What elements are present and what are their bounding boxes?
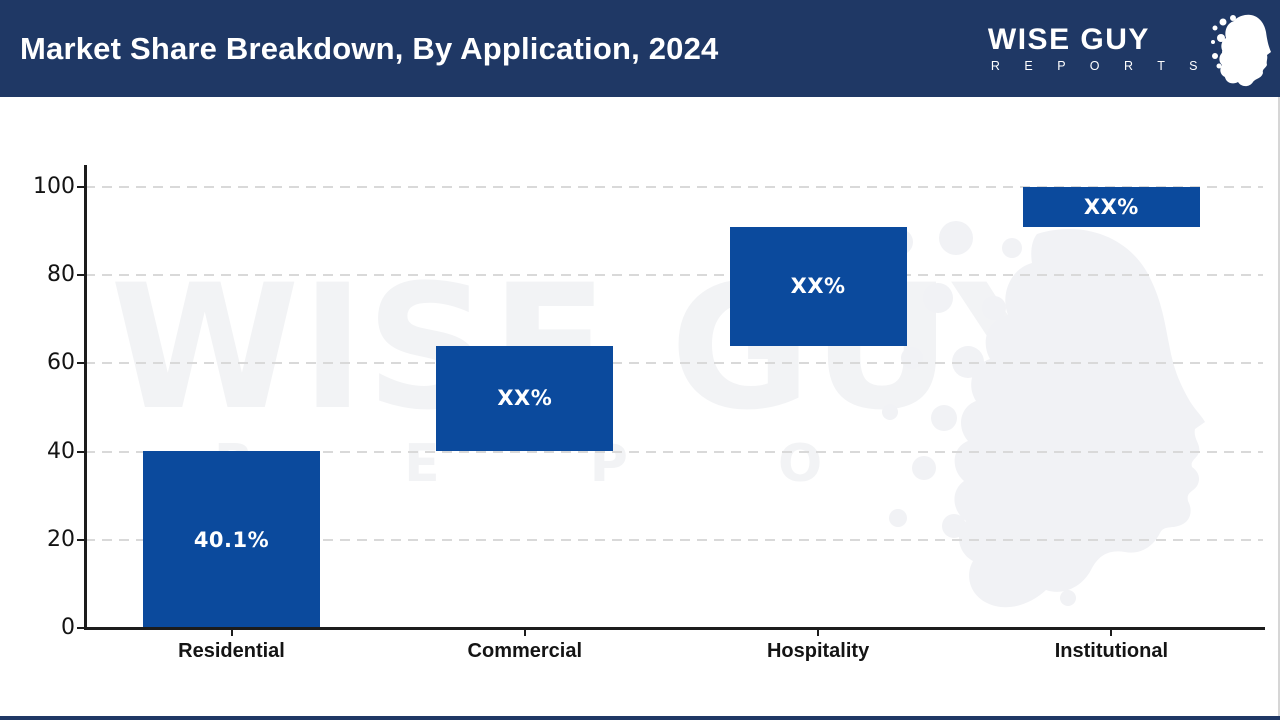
- y-tick-label-20: 20: [47, 526, 75, 552]
- y-tick-label-80: 80: [47, 262, 75, 288]
- x-category-label-residential: Residential: [178, 640, 285, 662]
- y-tick-label-40: 40: [47, 438, 75, 464]
- y-tick-label-0: 0: [61, 615, 75, 640]
- y-tick-100: [77, 186, 85, 188]
- y-tick-60: [77, 362, 85, 365]
- x-tick-residential: [230, 629, 233, 636]
- bottom-strip: [0, 716, 1280, 720]
- bar-institutional: XX%: [1022, 187, 1200, 227]
- brand-name: WISE GUY: [987, 22, 1150, 56]
- bar-hospitality: XX%: [729, 226, 907, 346]
- y-axis-line: [84, 165, 87, 630]
- y-tick-20: [77, 538, 85, 541]
- plot-right-border: [1278, 97, 1280, 716]
- y-tick-label-100: 100: [33, 174, 75, 199]
- gridline-40: [85, 450, 1263, 453]
- bar-value-label-institutional: XX%: [1083, 194, 1139, 219]
- x-category-label-institutional: Institutional: [1054, 640, 1169, 662]
- brand-subtitle: R E P O R T S: [990, 58, 1208, 73]
- y-tick-0: [77, 627, 85, 629]
- gridline-80: [85, 274, 1263, 277]
- x-tick-institutional: [1110, 629, 1113, 636]
- x-category-label-hospitality: Hospitality: [766, 640, 870, 662]
- bar-value-label-commercial: XX%: [497, 386, 553, 411]
- gridline-20: [85, 538, 1263, 541]
- brand-head-icon: [1211, 14, 1271, 86]
- x-axis-line: [84, 627, 1265, 630]
- bar-residential: 40.1%: [143, 451, 320, 628]
- bar-value-label-residential: 40.1%: [193, 527, 270, 552]
- bar-value-label-hospitality: XX%: [790, 274, 846, 299]
- y-tick-label-60: 60: [47, 350, 75, 376]
- brand-wordmark: WISE GUY R E P O R T S: [987, 22, 1208, 73]
- gridline-100: [85, 186, 1263, 188]
- y-tick-40: [77, 450, 85, 453]
- header: Market Share Breakdown, By Application, …: [0, 0, 1280, 97]
- brand-logo: WISE GUY R E P O R T S: [988, 0, 1272, 97]
- x-tick-commercial: [523, 629, 526, 636]
- gridline-60: [85, 362, 1263, 365]
- chart-title: Market Share Breakdown, By Application, …: [20, 30, 719, 66]
- y-tick-80: [77, 274, 85, 277]
- bar-commercial: XX%: [436, 345, 614, 452]
- x-tick-hospitality: [817, 629, 820, 636]
- x-category-label-commercial: Commercial: [467, 640, 583, 662]
